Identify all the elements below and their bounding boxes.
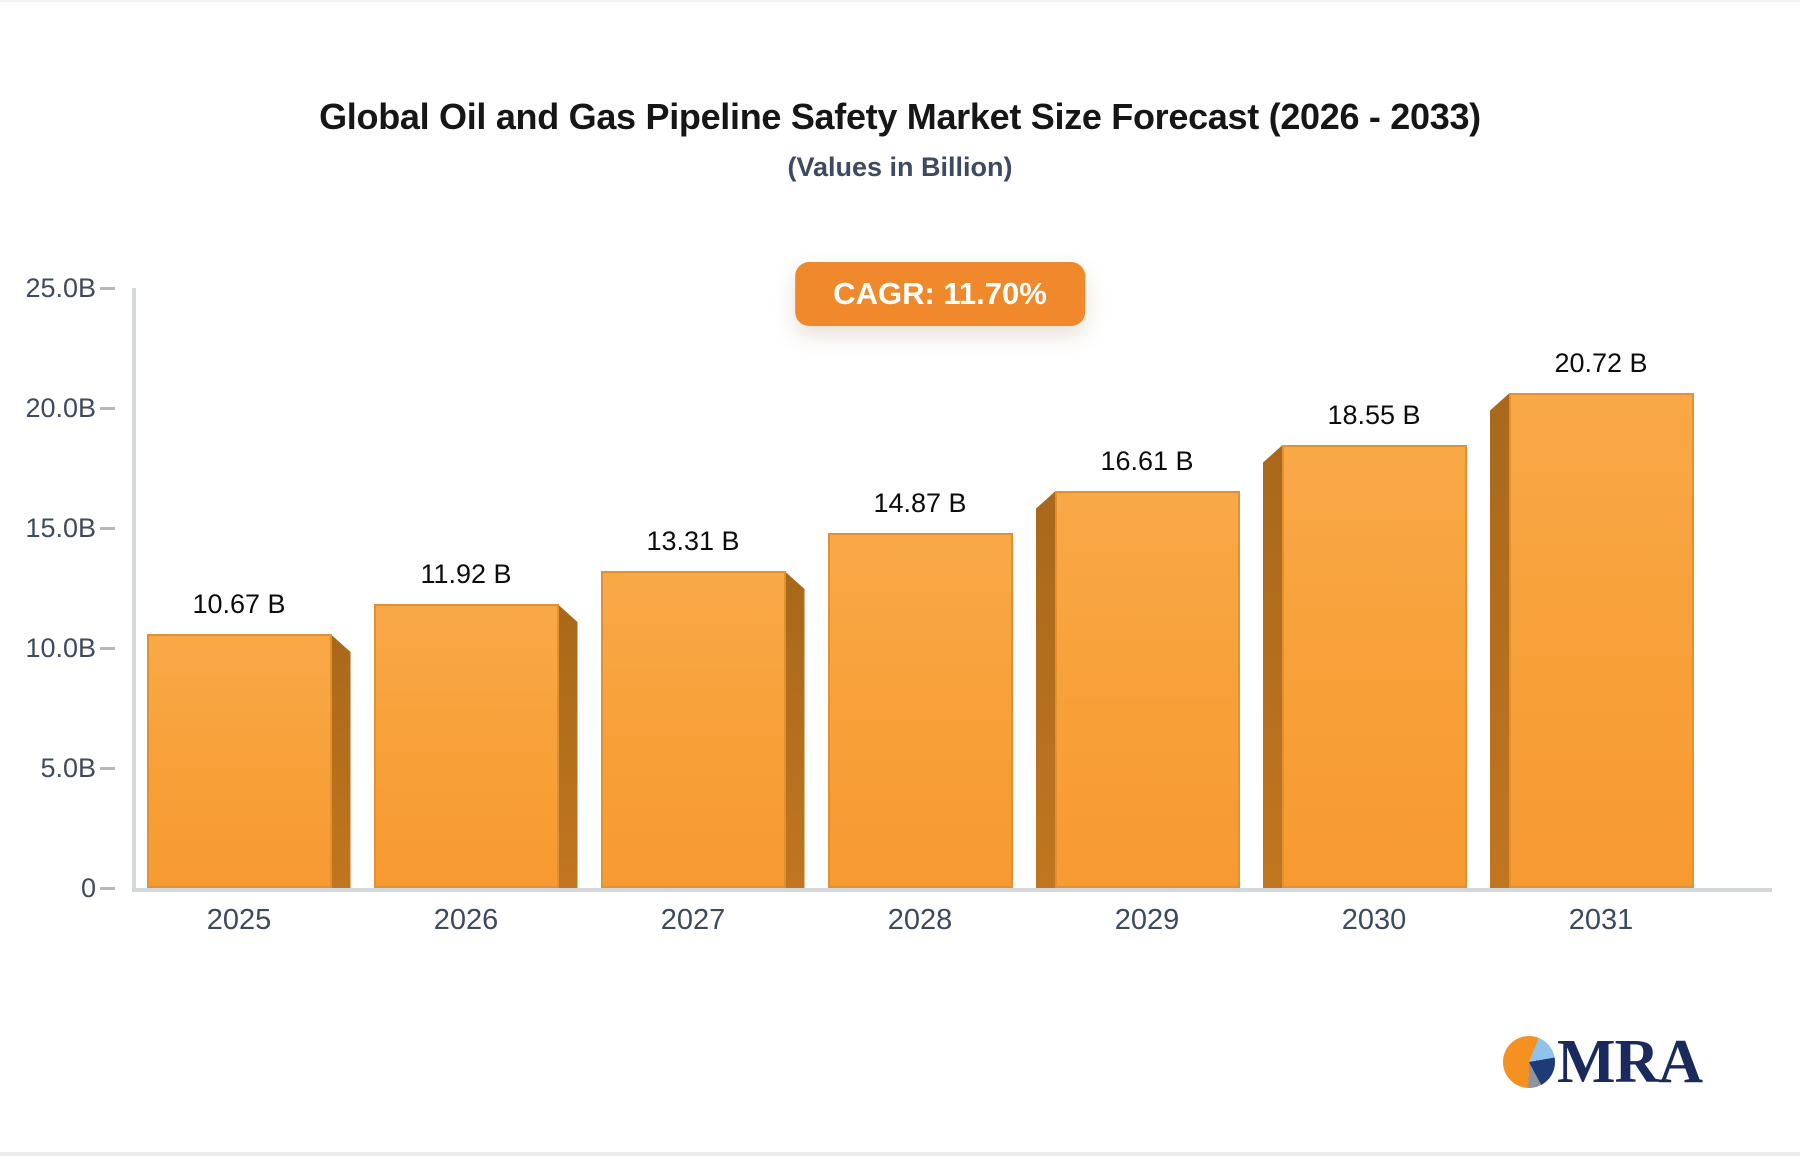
bar-3d-side [330, 634, 351, 888]
y-axis-label: 20.0B [25, 393, 96, 423]
bar-value-label: 13.31 B [646, 526, 740, 556]
bar-value-label: 16.61 B [1100, 446, 1194, 476]
y-axis-tick [100, 647, 115, 650]
cagr-badge: CAGR: 11.70% [795, 262, 1085, 326]
x-axis-label: 2028 [887, 904, 953, 936]
pie-chart-icon [1503, 1036, 1555, 1088]
bar-3d-side [784, 571, 805, 888]
y-axis-tick [100, 527, 115, 530]
bar-3d-side [557, 604, 578, 888]
bar-3d-side [1262, 445, 1283, 888]
chart-subtitle: (Values in Billion) [787, 152, 1013, 182]
page-bottom-border [0, 1152, 1800, 1156]
bar [373, 604, 559, 888]
y-axis-label: 15.0B [25, 513, 96, 543]
chart-title: Global Oil and Gas Pipeline Safety Marke… [319, 96, 1481, 137]
bar-3d-side [1035, 491, 1056, 888]
page-top-border [0, 0, 1800, 2]
bar [1054, 491, 1240, 888]
bar-value-label: 10.67 B [192, 589, 286, 619]
y-axis-label: 5.0B [40, 753, 96, 783]
x-axis-line [132, 888, 1772, 892]
bar [600, 571, 786, 888]
bar-value-label: 11.92 B [420, 559, 512, 589]
bar-value-label: 20.72 B [1554, 348, 1648, 378]
x-axis-label: 2025 [206, 904, 272, 936]
y-axis-tick [100, 407, 115, 410]
y-axis-tick [100, 767, 115, 770]
x-axis-label: 2031 [1568, 904, 1634, 936]
bar [827, 533, 1013, 888]
y-axis-label: 0 [80, 873, 96, 903]
y-axis-label: 25.0B [25, 273, 96, 303]
bar [1508, 393, 1694, 888]
brand-name: MRA [1557, 1028, 1703, 1096]
bar-3d-side [1489, 393, 1510, 888]
brand-logo: MRA [1503, 1028, 1703, 1096]
y-axis-tick [100, 287, 115, 290]
bar-value-label: 18.55 B [1327, 400, 1421, 430]
bar [1281, 445, 1467, 888]
x-axis-label: 2030 [1341, 904, 1407, 936]
y-axis-tick [100, 887, 115, 890]
x-axis-label: 2027 [660, 904, 726, 936]
y-axis-label: 10.0B [25, 633, 96, 663]
x-axis-label: 2026 [433, 904, 499, 936]
y-axis-line [132, 288, 136, 892]
bar-value-label: 14.87 B [873, 488, 967, 518]
x-axis-label: 2029 [1114, 904, 1180, 936]
bar [146, 634, 332, 888]
